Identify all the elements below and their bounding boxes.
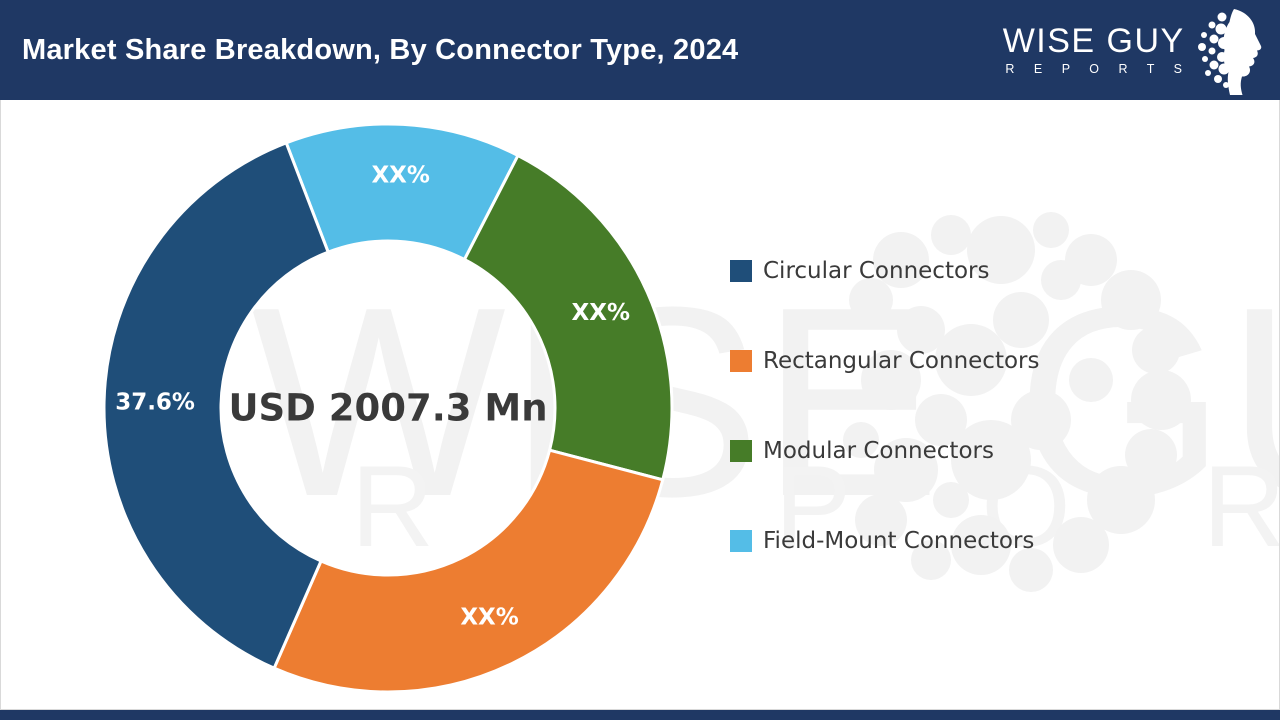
legend: Circular Connectors Rectangular Connector…: [730, 258, 1040, 619]
legend-swatch-2: [730, 440, 752, 462]
footer-bar: [0, 710, 1280, 720]
donut-slice-3[interactable]: [102, 141, 330, 670]
legend-label-2: Modular Connectors: [763, 438, 994, 464]
donut-slice-1[interactable]: [462, 154, 674, 482]
legend-item-1[interactable]: Rectangular Connectors: [730, 348, 1040, 374]
legend-label-1: Rectangular Connectors: [763, 348, 1040, 374]
logo-subtitle: R E P O R T S: [1005, 62, 1190, 76]
slice-label-2: XX%: [460, 605, 519, 631]
chart-title: Market Share Breakdown, By Connector Typ…: [22, 33, 739, 66]
legend-item-0[interactable]: Circular Connectors: [730, 258, 1039, 284]
legend-swatch-1: [730, 350, 752, 372]
legend-label-3: Field-Mount Connectors: [763, 528, 1035, 554]
logo-word: WISE GUY: [1002, 22, 1185, 60]
legend-swatch-0: [730, 260, 752, 282]
slice-label-3: 37.6%: [115, 390, 195, 416]
watermark-head-icon: [843, 212, 1191, 592]
chart-area: WISE GUY R E P O R T S XX%XX%XX%37.6%: [0, 100, 1280, 710]
donut-chart: XX% XX% XX% 37.6%: [102, 122, 674, 694]
donut-slice-2[interactable]: [272, 448, 665, 694]
legend-swatch-3: [730, 530, 752, 552]
slice-label-1: XX%: [572, 300, 631, 326]
wise-guy-logo: WISE GUY R E P O R T S: [997, 5, 1266, 95]
donut-center-value: USD 2007.3 Mn: [228, 386, 548, 430]
logo-wordmark: WISE GUY R E P O R T S: [997, 24, 1190, 76]
logo-head-icon: [1198, 9, 1262, 95]
header: Market Share Breakdown, By Connector Typ…: [0, 0, 1280, 100]
slice-label-0: XX%: [371, 162, 430, 188]
legend-item-2[interactable]: Modular Connectors: [730, 438, 1039, 464]
legend-label-0: Circular Connectors: [763, 258, 990, 284]
legend-item-3[interactable]: Field-Mount Connectors: [730, 528, 1039, 554]
